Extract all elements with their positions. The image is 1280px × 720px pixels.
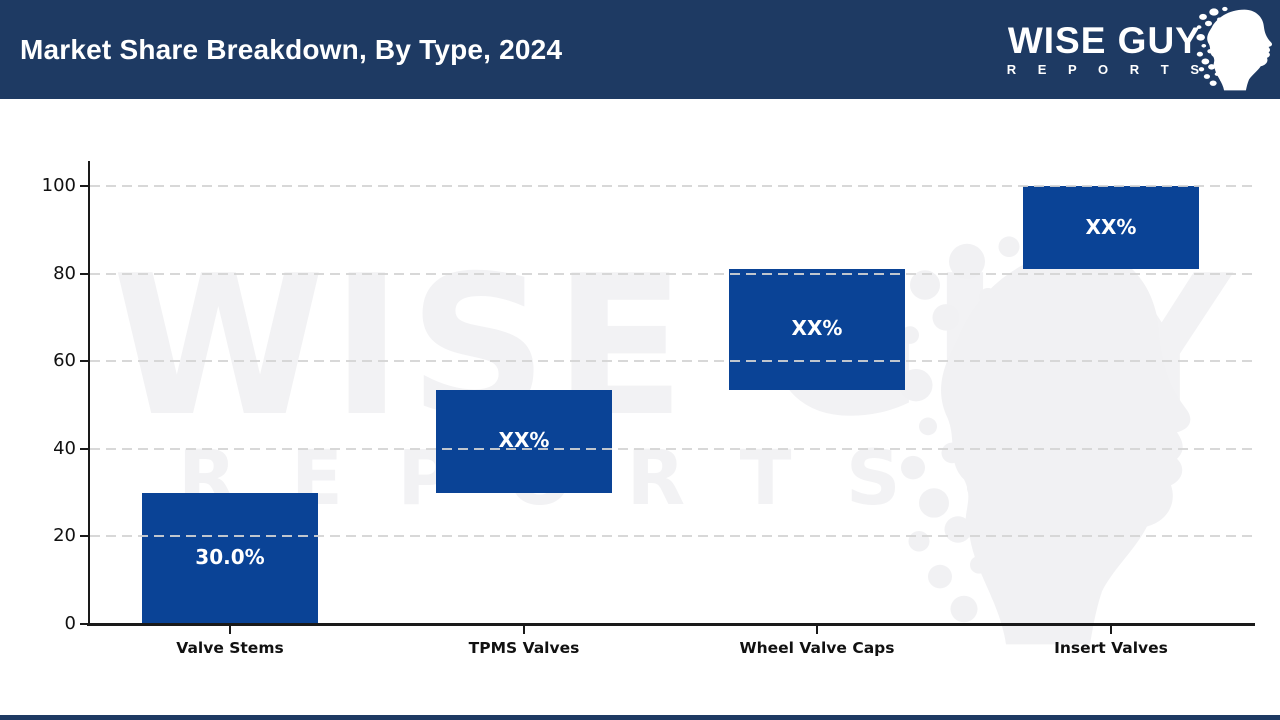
- bar-value-label: XX%: [791, 316, 843, 341]
- y-tick-mark: [80, 185, 88, 187]
- bar-valve-stems: [142, 492, 318, 624]
- gridline-20: [90, 535, 1253, 538]
- gridline-80: [90, 272, 1253, 275]
- y-tick-mark: [80, 360, 88, 363]
- y-tick-label: 40: [53, 437, 76, 459]
- bar-wheel-valve-caps: [729, 269, 905, 390]
- bar-value-label: XX%: [498, 428, 550, 453]
- gridline-60: [90, 360, 1253, 363]
- y-tick-label: 0: [64, 613, 76, 634]
- x-tick-mark: [816, 626, 818, 634]
- header: Market Share Breakdown, By Type, 2024 WI…: [0, 0, 1280, 99]
- x-tick-mark: [1110, 626, 1112, 634]
- x-category-label: Wheel Valve Caps: [739, 639, 895, 657]
- bar-insert-valves: [1023, 186, 1199, 270]
- x-category-label: TPMS Valves: [468, 639, 580, 657]
- bottom-border: [0, 715, 1280, 720]
- y-tick-label: 60: [53, 350, 76, 372]
- x-category-label: Valve Stems: [176, 639, 284, 657]
- y-tick-mark: [80, 447, 88, 450]
- y-axis-line: [88, 161, 90, 625]
- x-tick-mark: [229, 626, 231, 634]
- y-tick-label: 80: [53, 262, 76, 284]
- x-category-label: Insert Valves: [1054, 639, 1168, 657]
- x-tick-mark: [523, 626, 525, 634]
- y-tick-mark: [80, 535, 88, 538]
- y-tick-mark: [80, 623, 88, 625]
- x-axis-line: [87, 623, 1255, 626]
- page-title: Market Share Breakdown, By Type, 2024: [20, 33, 563, 65]
- wiseguy-head-icon: [1196, 6, 1273, 90]
- logo-wordmark: WISE GUY: [1007, 20, 1201, 61]
- y-tick-mark: [80, 272, 88, 275]
- logo-subtext: R E P O R T S: [1006, 62, 1208, 77]
- bar-value-label: XX%: [1085, 214, 1137, 239]
- y-tick-label: 20: [53, 525, 76, 547]
- wiseguy-logo: WISE GUY R E P O R T S: [1001, 0, 1280, 99]
- gridline-40: [90, 447, 1253, 450]
- y-tick-label: 100: [41, 175, 76, 196]
- bar-tpms-valves: [436, 389, 612, 493]
- bar-value-label: 30.0%: [195, 545, 265, 570]
- gridline-100: [90, 185, 1253, 187]
